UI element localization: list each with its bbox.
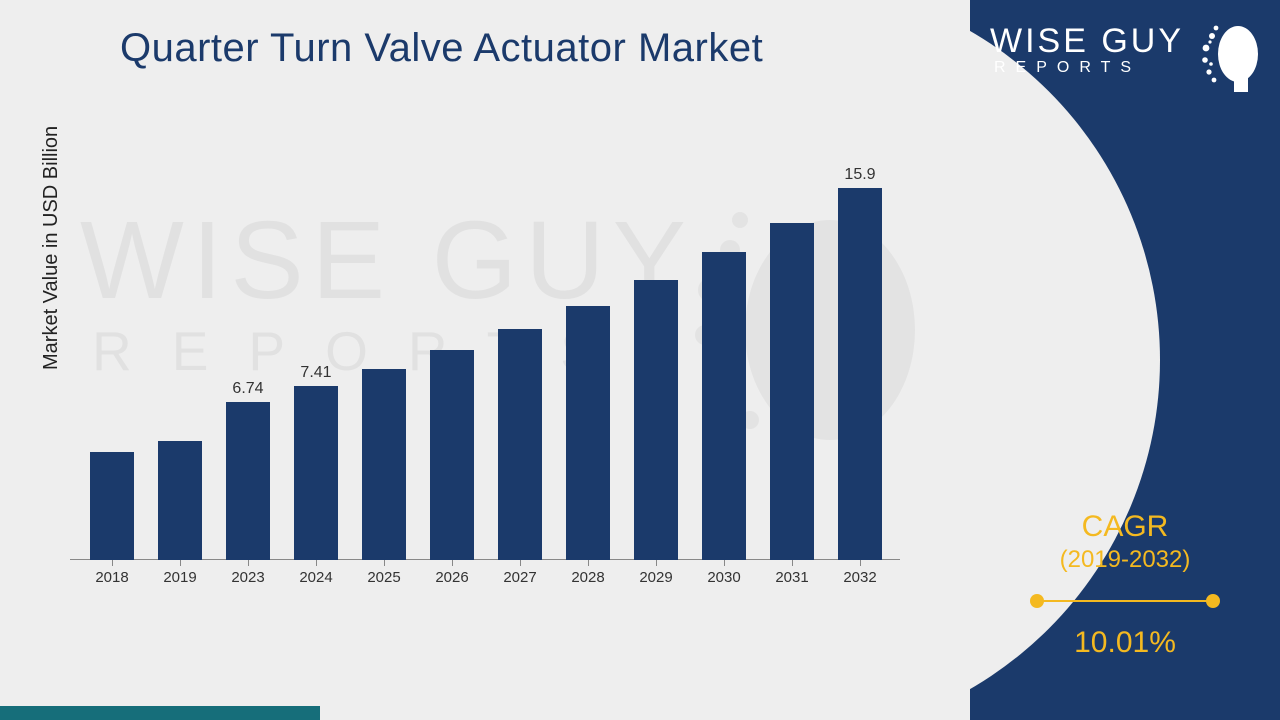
- bar: [702, 252, 746, 560]
- brand-main: WISE GUY: [990, 22, 1184, 61]
- bar-chart: 2018201920236.7420247.412025202620272028…: [70, 150, 900, 580]
- x-tick-label: 2023: [218, 569, 278, 586]
- x-tick-label: 2031: [762, 569, 822, 586]
- x-tick-label: 2018: [82, 569, 142, 586]
- bar: [294, 386, 338, 560]
- cagr-years: (2019-2032): [1000, 546, 1250, 574]
- cagr-dot-right: [1206, 594, 1220, 608]
- bar: [634, 280, 678, 560]
- x-tick: [588, 560, 589, 566]
- x-tick: [724, 560, 725, 566]
- bar-value-label: 7.41: [286, 364, 346, 382]
- bar: [90, 452, 134, 560]
- bar: [770, 223, 814, 560]
- x-tick-label: 2025: [354, 569, 414, 586]
- cagr-line: [1037, 600, 1213, 602]
- brand-logo: WISE GUY REPORTS: [990, 22, 1260, 77]
- x-tick: [792, 560, 793, 566]
- x-tick-label: 2030: [694, 569, 754, 586]
- bar: [158, 441, 202, 560]
- x-tick: [316, 560, 317, 566]
- cagr-value: 10.01%: [1000, 626, 1250, 660]
- x-tick: [112, 560, 113, 566]
- x-tick-label: 2032: [830, 569, 890, 586]
- cagr-title: CAGR: [1000, 510, 1250, 544]
- bar: [838, 188, 882, 561]
- x-tick: [248, 560, 249, 566]
- x-tick-label: 2019: [150, 569, 210, 586]
- x-tick-label: 2027: [490, 569, 550, 586]
- cagr-divider: [1030, 594, 1220, 608]
- infographic-canvas: WISE GUY REPORTS Quarter Turn Valve Actu…: [0, 0, 1280, 720]
- chart-title: Quarter Turn Valve Actuator Market: [120, 26, 763, 71]
- x-tick-label: 2024: [286, 569, 346, 586]
- bar-value-label: 15.9: [830, 166, 890, 184]
- bottom-accent-bar: [0, 706, 320, 720]
- bar: [226, 402, 270, 560]
- bar: [362, 369, 406, 560]
- x-tick-label: 2028: [558, 569, 618, 586]
- y-axis-label: Market Value in USD Billion: [40, 126, 63, 370]
- x-tick: [860, 560, 861, 566]
- x-tick: [180, 560, 181, 566]
- x-tick: [384, 560, 385, 566]
- x-tick-label: 2029: [626, 569, 686, 586]
- bar: [566, 306, 610, 560]
- brand-head-icon: [1200, 18, 1260, 94]
- x-tick: [656, 560, 657, 566]
- bar-value-label: 6.74: [218, 380, 278, 398]
- x-tick: [452, 560, 453, 566]
- bar: [430, 350, 474, 560]
- cagr-panel: CAGR (2019-2032) 10.01%: [1000, 510, 1250, 660]
- x-tick: [520, 560, 521, 566]
- bar: [498, 329, 542, 560]
- x-tick-label: 2026: [422, 569, 482, 586]
